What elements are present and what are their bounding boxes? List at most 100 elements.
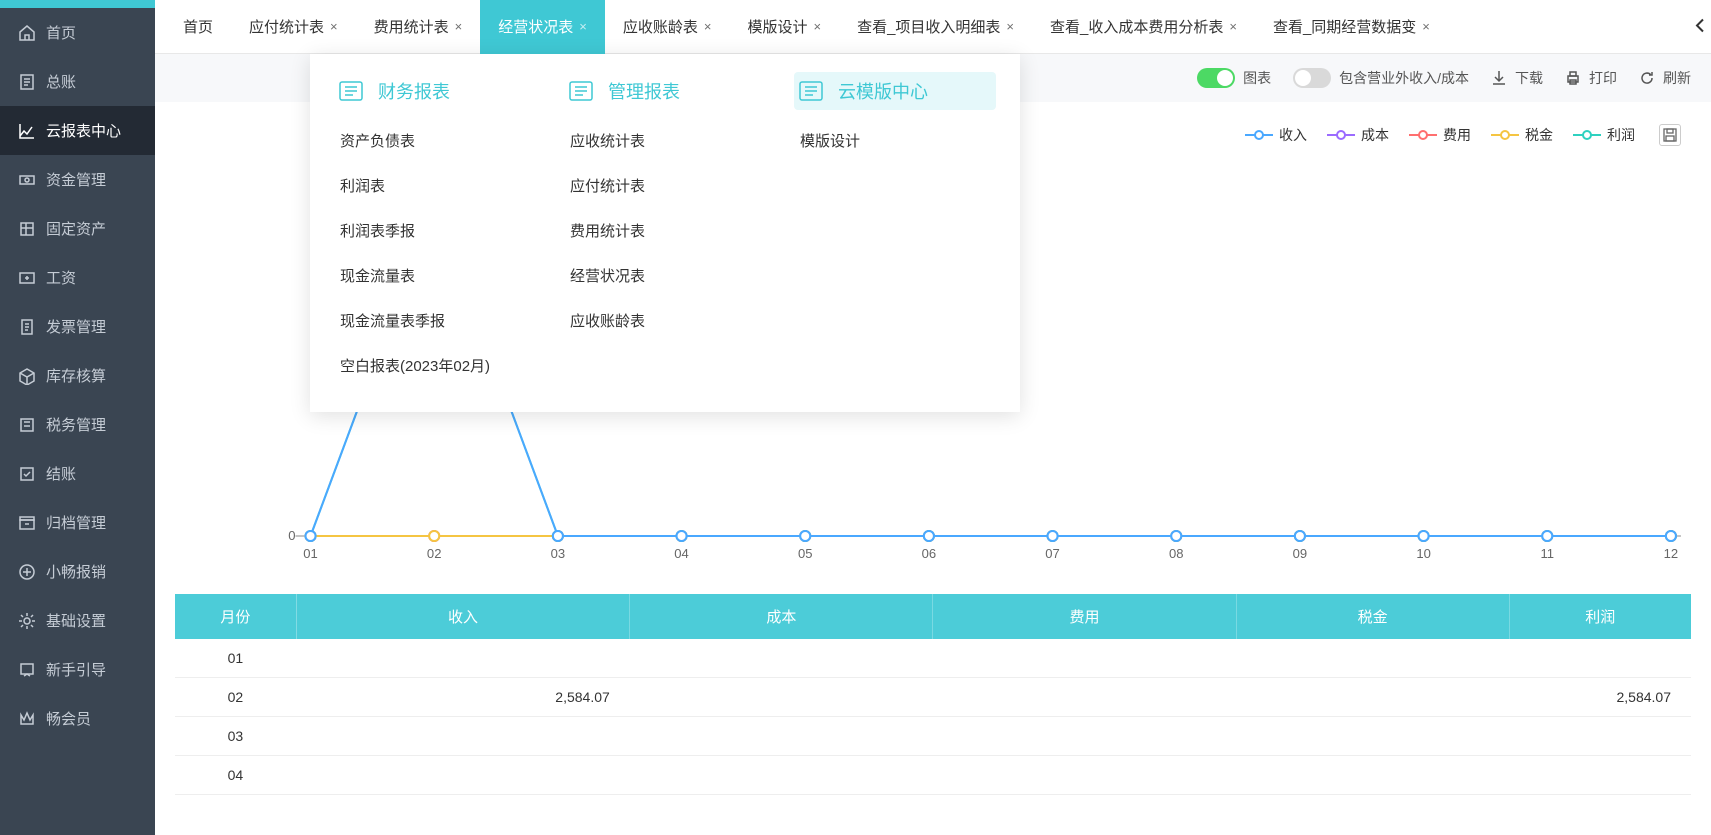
menu-item[interactable]: 费用统计表 [564,208,766,253]
tab-label: 查看_收入成本费用分析表 [1050,16,1223,37]
legend-label: 成本 [1361,125,1389,145]
cell-expense [933,678,1236,717]
legend-item[interactable]: 费用 [1409,125,1471,145]
menu-item[interactable]: 应收账龄表 [564,298,766,343]
invoice-icon [18,318,36,336]
sidebar-item-close[interactable]: 结账 [0,449,155,498]
tab-8[interactable]: 查看_同期经营数据变× [1255,0,1448,54]
cell-profit [1509,717,1691,756]
include-nonoperating-toggle[interactable] [1293,68,1331,88]
cell-profit [1509,756,1691,795]
menu-column-title: 云模版中心 [838,78,928,104]
download-button[interactable]: 下载 [1491,68,1543,88]
tab-2[interactable]: 费用统计表 × [356,0,481,54]
menu-item[interactable]: 现金流量表季报 [334,298,536,343]
table-row: 022,584.072,584.07 [175,678,1691,717]
tab-3[interactable]: 经营状况表× [480,0,605,54]
home-icon [18,24,36,42]
menu-column-header[interactable]: 云模版中心 [794,72,996,110]
menu-item[interactable]: 经营状况表 [564,253,766,298]
tab-scroll-left-icon[interactable] [1695,18,1705,35]
svg-text:05: 05 [798,546,813,561]
refresh-button[interactable]: 刷新 [1639,68,1691,88]
sidebar-item-ledger[interactable]: 总账 [0,57,155,106]
sidebar-item-setting[interactable]: 基础设置 [0,596,155,645]
table-header-cell: 税金 [1236,594,1509,639]
tab-7[interactable]: 查看_收入成本费用分析表 × [1032,0,1255,54]
sidebar-item-label: 基础设置 [46,610,106,631]
menu-item[interactable]: 现金流量表 [334,253,536,298]
sidebar-item-label: 结账 [46,463,76,484]
menu-column-header[interactable]: 管理报表 [564,72,766,118]
sidebar-item-archive[interactable]: 归档管理 [0,498,155,547]
print-button[interactable]: 打印 [1565,68,1617,88]
save-chart-button[interactable] [1659,124,1681,146]
sidebar-item-label: 发票管理 [46,316,106,337]
tab-label: 模版设计 [747,16,807,37]
sidebar-item-expense[interactable]: 小畅报销 [0,547,155,596]
tab-close-icon[interactable]: × [579,19,587,34]
include-toggle-group: 包含营业外收入/成本 [1293,68,1469,88]
legend-item[interactable]: 税金 [1491,125,1553,145]
menu-item[interactable]: 空白报表(2023年02月) [334,343,536,388]
close-icon [18,465,36,483]
chart-toggle[interactable] [1197,68,1235,88]
cell-month: 03 [175,717,296,756]
legend-item[interactable]: 成本 [1327,125,1389,145]
tab-label: 费用统计表 [374,16,449,37]
sidebar-item-guide[interactable]: 新手引导 [0,645,155,694]
menu-item[interactable]: 利润表 [334,163,536,208]
cell-revenue [296,756,630,795]
legend-marker-icon [1327,130,1355,140]
sidebar-item-tax[interactable]: 税务管理 [0,400,155,449]
table-row: 03 [175,717,1691,756]
sidebar-item-label: 总账 [46,71,76,92]
menu-column: 管理报表应收统计表应付统计表费用统计表经营状况表应收账龄表 [550,72,780,388]
menu-column-header[interactable]: 财务报表 [334,72,536,118]
menu-item[interactable]: 模版设计 [794,118,996,163]
tab-close-icon[interactable]: × [1006,19,1014,34]
tab-6[interactable]: 查看_项目收入明细表× [839,0,1032,54]
tab-close-icon[interactable]: × [455,19,463,34]
print-icon [1565,70,1581,86]
sidebar-item-chart[interactable]: 云报表中心 [0,106,155,155]
sidebar-item-stock[interactable]: 库存核算 [0,351,155,400]
tab-5[interactable]: 模版设计 × [729,0,839,54]
menu-item[interactable]: 利润表季报 [334,208,536,253]
menu-item[interactable]: 应收统计表 [564,118,766,163]
tab-close-icon[interactable]: × [1422,19,1430,34]
legend-marker-icon [1491,130,1519,140]
cell-month: 02 [175,678,296,717]
sidebar-item-money[interactable]: 资金管理 [0,155,155,204]
sidebar-item-label: 云报表中心 [46,120,121,141]
tab-bar: 首页应付统计表×费用统计表×经营状况表×应收账龄表×模版设计×查看_项目收入明细… [155,0,1711,54]
sidebar-item-label: 归档管理 [46,512,106,533]
menu-item[interactable]: 应付统计表 [564,163,766,208]
cell-expense [933,756,1236,795]
sidebar-item-invoice[interactable]: 发票管理 [0,302,155,351]
tab-0[interactable]: 首页 [165,0,231,54]
sidebar-item-vip[interactable]: 畅会员 [0,694,155,743]
menu-item[interactable]: 资产负债表 [334,118,536,163]
tab-close-icon[interactable]: × [330,19,338,34]
svg-text:10: 10 [1416,546,1431,561]
tab-close-icon[interactable]: × [1229,19,1237,34]
vip-icon [18,710,36,728]
reports-mega-menu: 财务报表资产负债表利润表利润表季报现金流量表现金流量表季报空白报表(2023年0… [310,54,1020,412]
sidebar-item-salary[interactable]: 工资 [0,253,155,302]
sidebar-item-label: 资金管理 [46,169,106,190]
tab-close-icon[interactable]: × [704,19,712,34]
tab-close-icon[interactable]: × [813,19,821,34]
svg-text:11: 11 [1540,546,1554,561]
tab-1[interactable]: 应付统计表× [231,0,356,54]
table-row: 01 [175,639,1691,678]
sidebar-item-home[interactable]: 首页 [0,8,155,57]
chart-icon [18,122,36,140]
menu-column: 云模版中心模版设计 [780,72,1010,388]
legend-item[interactable]: 利润 [1573,125,1635,145]
sidebar-item-label: 工资 [46,267,76,288]
legend-item[interactable]: 收入 [1245,125,1307,145]
tab-4[interactable]: 应收账龄表× [605,0,730,54]
sidebar-item-asset[interactable]: 固定资产 [0,204,155,253]
cell-expense [933,717,1236,756]
